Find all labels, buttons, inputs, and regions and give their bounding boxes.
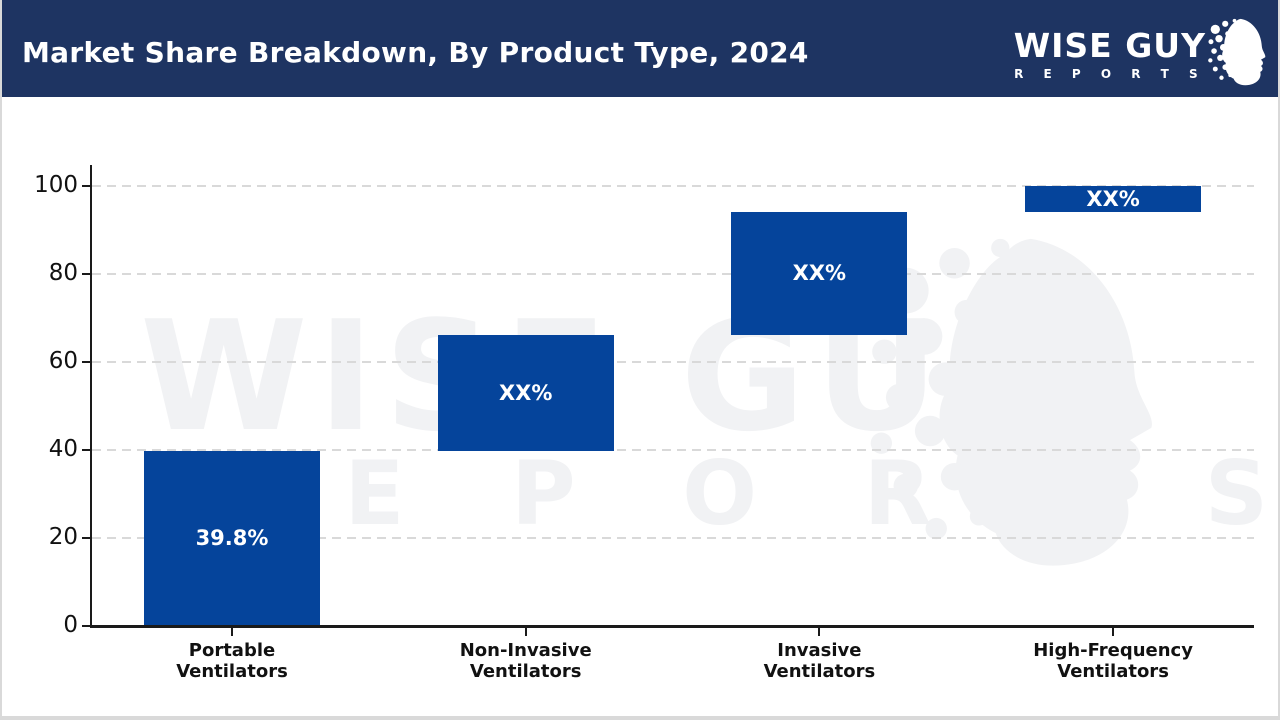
x-category-label-line: Ventilators — [176, 661, 288, 682]
x-category-label-line: Portable — [188, 640, 276, 661]
header-band: Market Share Breakdown, By Product Type,… — [2, 0, 1278, 97]
y-tick-label: 40 — [48, 436, 78, 462]
chart-title: Market Share Breakdown, By Product Type,… — [22, 36, 809, 69]
gridline — [92, 361, 1254, 363]
bar-value-label: 39.8% — [195, 526, 269, 551]
y-tick-mark — [82, 273, 90, 275]
x-category-label-line: High-Frequency — [1033, 640, 1193, 661]
bar-value-label: XX% — [1086, 186, 1140, 211]
bar-value-label: XX% — [792, 261, 847, 286]
gridline — [92, 185, 1254, 187]
x-category-label-line: Ventilators — [763, 661, 876, 682]
y-tick-label: 100 — [34, 172, 78, 198]
x-category-label-line: Ventilators — [1057, 661, 1169, 682]
wise-guy-reports-logo: WISE GUY R E P O R T S — [1014, 8, 1268, 92]
logo-wordmark-line1: WISE GUY — [1013, 26, 1206, 65]
bar-segment: XX% — [437, 334, 614, 451]
gridline — [92, 449, 1254, 451]
y-tick-label: 20 — [48, 524, 78, 550]
x-category-label-line: Ventilators — [469, 661, 582, 682]
y-tick-label: 80 — [48, 260, 78, 286]
x-category-label: Invasive Ventilators — [679, 640, 959, 682]
y-axis-line — [90, 165, 92, 627]
bar-segment: XX% — [1025, 186, 1202, 212]
y-tick-mark — [82, 185, 90, 187]
y-tick-mark — [82, 361, 90, 363]
logo-wordmark-line2: R E P O R T S — [1014, 67, 1206, 81]
x-category-label: Portable Ventilators — [92, 640, 372, 682]
y-tick-mark — [82, 625, 90, 627]
bar-segment: XX% — [731, 211, 908, 335]
bar-value-label: XX% — [498, 380, 553, 405]
y-tick-label: 0 — [63, 612, 78, 638]
logo-wordmark: WISE GUY R E P O R T S — [1014, 26, 1206, 81]
gridline — [92, 537, 1254, 539]
x-tick-mark — [231, 628, 233, 636]
x-category-label-line: Invasive — [777, 640, 862, 661]
y-tick-label: 60 — [48, 348, 78, 374]
x-category-label-line: Non-Invasive — [459, 640, 592, 661]
x-category-label: High-Frequency Ventilators — [973, 640, 1253, 682]
x-tick-mark — [1112, 628, 1115, 636]
y-tick-mark — [82, 449, 90, 451]
x-category-label: Non-Invasive Ventilators — [386, 640, 666, 682]
gridline — [92, 273, 1254, 275]
x-axis-line — [90, 625, 1254, 628]
x-tick-mark — [524, 628, 527, 636]
x-tick-mark — [818, 628, 821, 636]
bar-segment: 39.8% — [144, 450, 320, 626]
y-tick-mark — [82, 537, 90, 539]
